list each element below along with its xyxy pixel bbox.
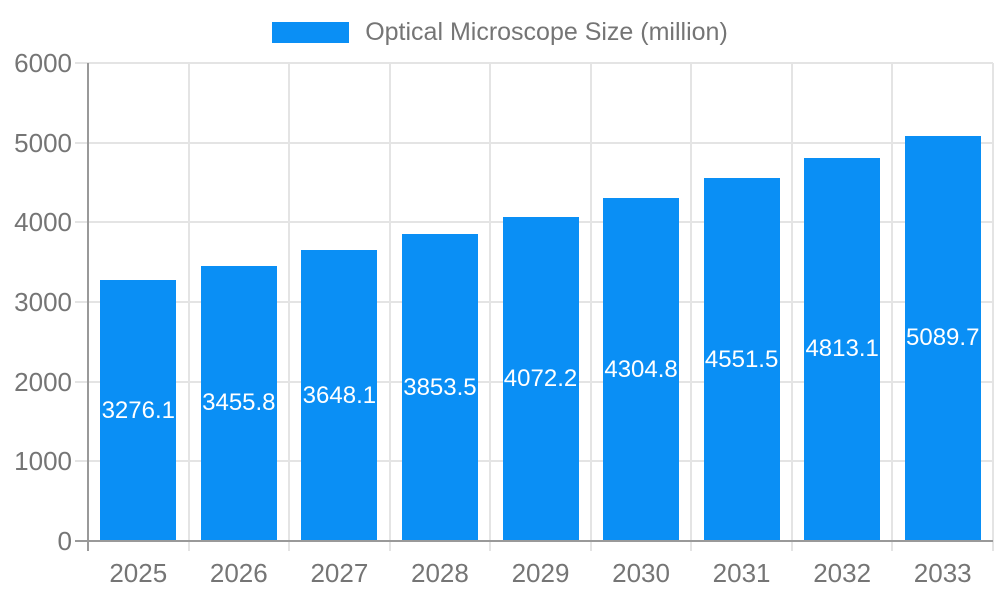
bar-value-label: 5089.7 [906, 324, 980, 352]
gridline [790, 63, 793, 551]
bar-2027[interactable]: 3648.1 [301, 250, 378, 541]
bar-value-label: 4813.1 [805, 335, 879, 363]
x-axis-line [75, 540, 993, 542]
bar-2029[interactable]: 4072.2 [502, 216, 579, 541]
bar-value-label: 3648.1 [302, 381, 377, 409]
bar-2032[interactable]: 4813.1 [804, 157, 881, 541]
gridline [690, 63, 693, 551]
gridline [288, 63, 291, 551]
y-tick-label: 1000 [14, 446, 72, 477]
x-tick-label: 2033 [913, 558, 972, 588]
x-tick-label: 2028 [411, 558, 469, 588]
gridline [489, 63, 492, 551]
bar-value-label: 4304.8 [604, 355, 678, 383]
gridline [187, 63, 190, 551]
legend-swatch-icon [272, 21, 350, 43]
x-tick-label: 2032 [813, 558, 872, 588]
x-tick-label: 2029 [511, 558, 570, 588]
y-tick-label: 4000 [14, 207, 72, 238]
bar-2030[interactable]: 4304.8 [603, 198, 680, 541]
x-tick-label: 2026 [209, 558, 268, 588]
gridline [891, 63, 894, 551]
x-tick-label: 2031 [712, 558, 771, 588]
y-tick-label: 5000 [14, 127, 72, 158]
bar-value-label: 4551.5 [704, 345, 779, 373]
bar-value-label: 4072.2 [503, 364, 578, 392]
gridline [589, 63, 592, 551]
x-tick-label: 2027 [310, 558, 369, 588]
bar-2026[interactable]: 3455.8 [200, 265, 277, 541]
bar-2025[interactable]: 3276.1 [100, 280, 177, 541]
y-tick-label: 2000 [14, 366, 72, 397]
bar-2028[interactable]: 3853.5 [401, 234, 478, 541]
bar-2033[interactable]: 5089.7 [904, 135, 981, 541]
bar-value-label: 3455.8 [202, 389, 276, 417]
gridline [75, 141, 993, 144]
plot-area: 3276.1 3455.8 3648.1 3853.5 4072.2 4304.8 4551… [75, 62, 994, 551]
gridline [388, 63, 391, 551]
bar-value-label: 3853.5 [403, 373, 477, 401]
gridline [75, 62, 993, 64]
bar-value-label: 3276.1 [101, 396, 175, 424]
legend-label: Optical Microscope Size (million) [365, 17, 728, 46]
x-tick-label: 2025 [109, 558, 168, 588]
legend-item[interactable]: Optical Microscope Size (million) [0, 17, 1000, 46]
bar-2031[interactable]: 4551.5 [703, 178, 780, 541]
y-tick-label: 0 [57, 526, 72, 556]
y-tick-label: 3000 [14, 287, 72, 317]
y-axis-line [87, 63, 89, 551]
x-tick-label: 2030 [612, 558, 670, 588]
y-tick-label: 6000 [14, 48, 72, 78]
gridline [992, 63, 994, 551]
